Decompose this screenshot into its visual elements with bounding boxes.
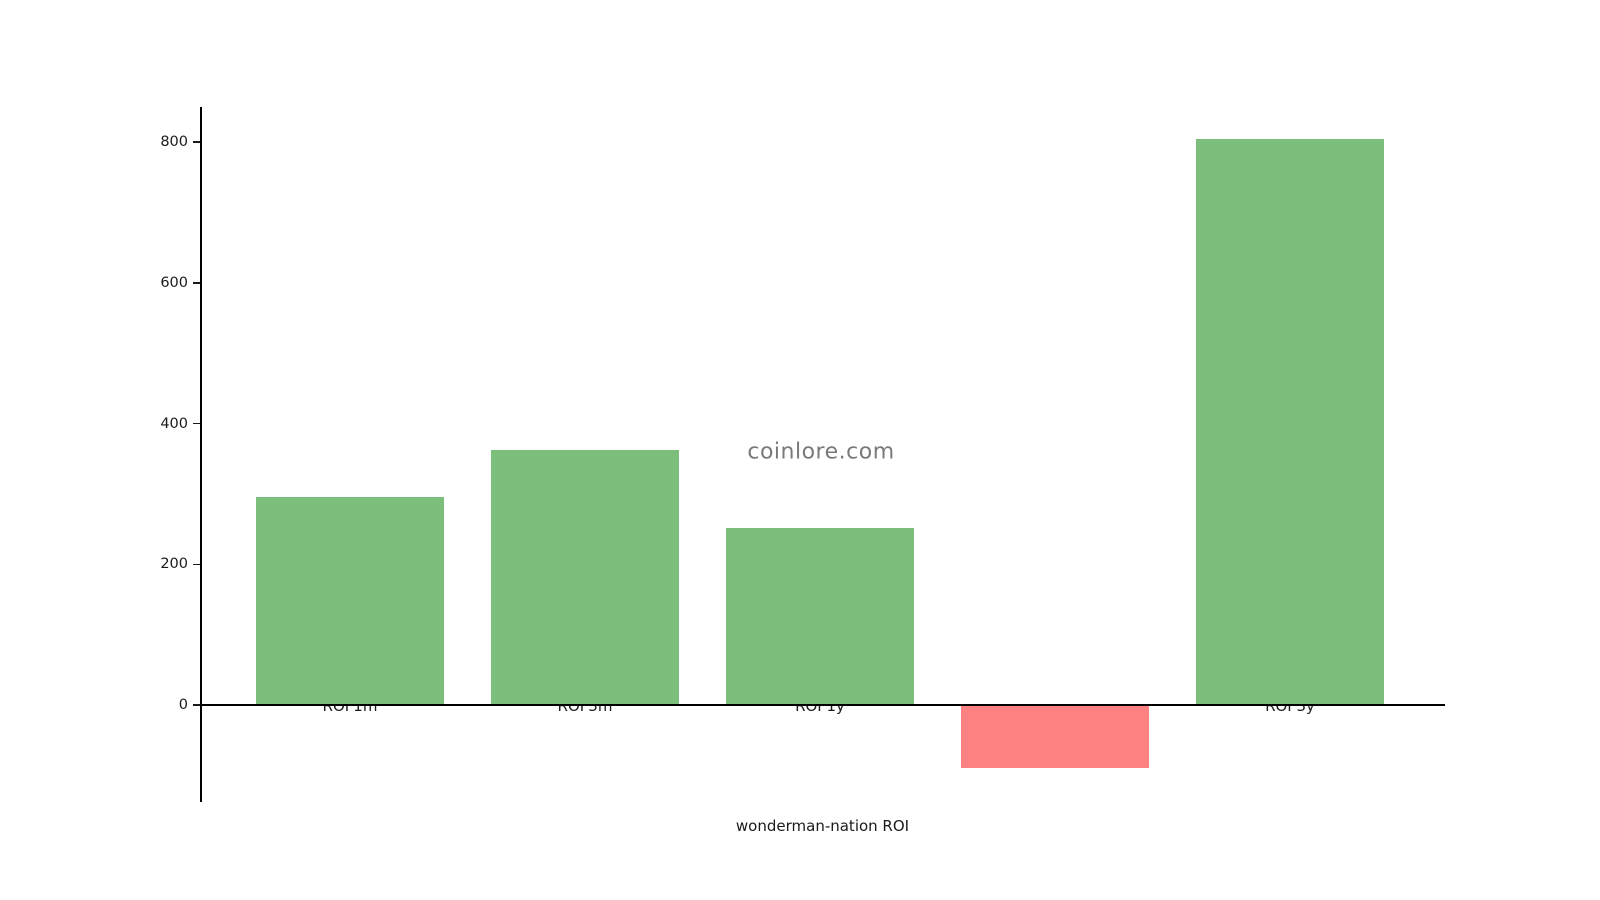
y-tick-label: 400: [160, 415, 188, 432]
y-tick-label: 600: [160, 274, 188, 291]
bar-unlabeled: [961, 705, 1149, 769]
bar-roi-1m: [256, 496, 444, 705]
y-tick-mark: [193, 563, 200, 566]
coinlore-watermark: coinlore.com: [747, 439, 895, 465]
y-tick-mark: [193, 141, 200, 143]
x-axis-line: [200, 704, 1445, 706]
y-tick-mark: [193, 704, 200, 706]
bar-roi-1y: [726, 528, 914, 705]
y-tick-mark: [193, 282, 200, 284]
y-tick-label: 800: [160, 134, 188, 151]
y-tick-label: 200: [160, 556, 188, 573]
y-tick-mark: [193, 422, 200, 425]
y-axis-line: [200, 107, 202, 802]
bar-roi-3y: [1196, 138, 1384, 705]
y-tick-label: 0: [178, 697, 188, 713]
chart-title: wonderman-nation ROI: [735, 817, 910, 835]
bar-roi-3m: [491, 449, 679, 705]
